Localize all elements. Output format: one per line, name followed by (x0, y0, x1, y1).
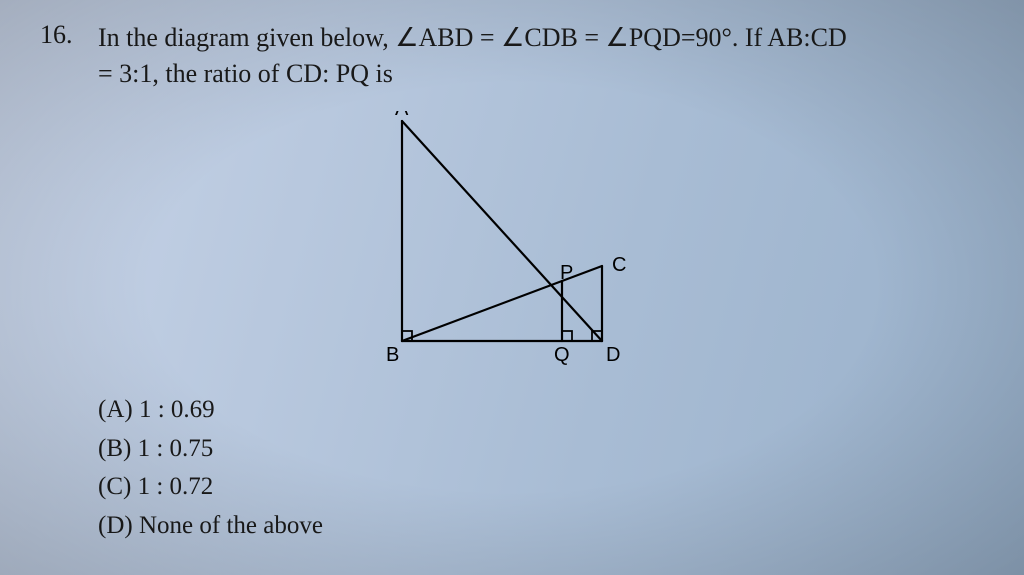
question-number: 16. (40, 20, 80, 50)
svg-text:C: C (612, 254, 626, 276)
option-b: (B) 1 : 0.75 (98, 430, 984, 469)
option-a-letter: (A) (98, 396, 133, 423)
option-c: (C) 1 : 0.72 (98, 468, 984, 507)
option-b-text: 1 : 0.75 (138, 435, 214, 462)
question-block: 16. In the diagram given below, ∠ABD = ∠… (40, 20, 984, 93)
option-d: (D) None of the above (98, 507, 984, 546)
option-a-text: 1 : 0.69 (139, 396, 215, 423)
geometry-diagram: B D Q A C P (382, 111, 642, 371)
svg-text:B: B (386, 344, 399, 366)
option-c-letter: (C) (98, 473, 131, 500)
option-c-text: 1 : 0.72 (138, 473, 214, 500)
svg-text:A: A (395, 111, 409, 120)
option-d-text: None of the above (139, 512, 323, 539)
question-text: In the diagram given below, ∠ABD = ∠CDB … (98, 20, 847, 93)
option-a: (A) 1 : 0.69 (98, 391, 984, 430)
question-line1: In the diagram given below, ∠ABD = ∠CDB … (98, 23, 847, 52)
svg-text:D: D (606, 344, 620, 366)
question-line2: = 3:1, the ratio of CD: PQ is (98, 59, 393, 88)
svg-text:Q: Q (554, 344, 570, 366)
option-d-letter: (D) (98, 512, 133, 539)
svg-text:P: P (560, 262, 573, 284)
diagram-container: B D Q A C P (40, 111, 984, 371)
options-list: (A) 1 : 0.69 (B) 1 : 0.75 (C) 1 : 0.72 (… (98, 391, 984, 546)
option-b-letter: (B) (98, 435, 131, 462)
